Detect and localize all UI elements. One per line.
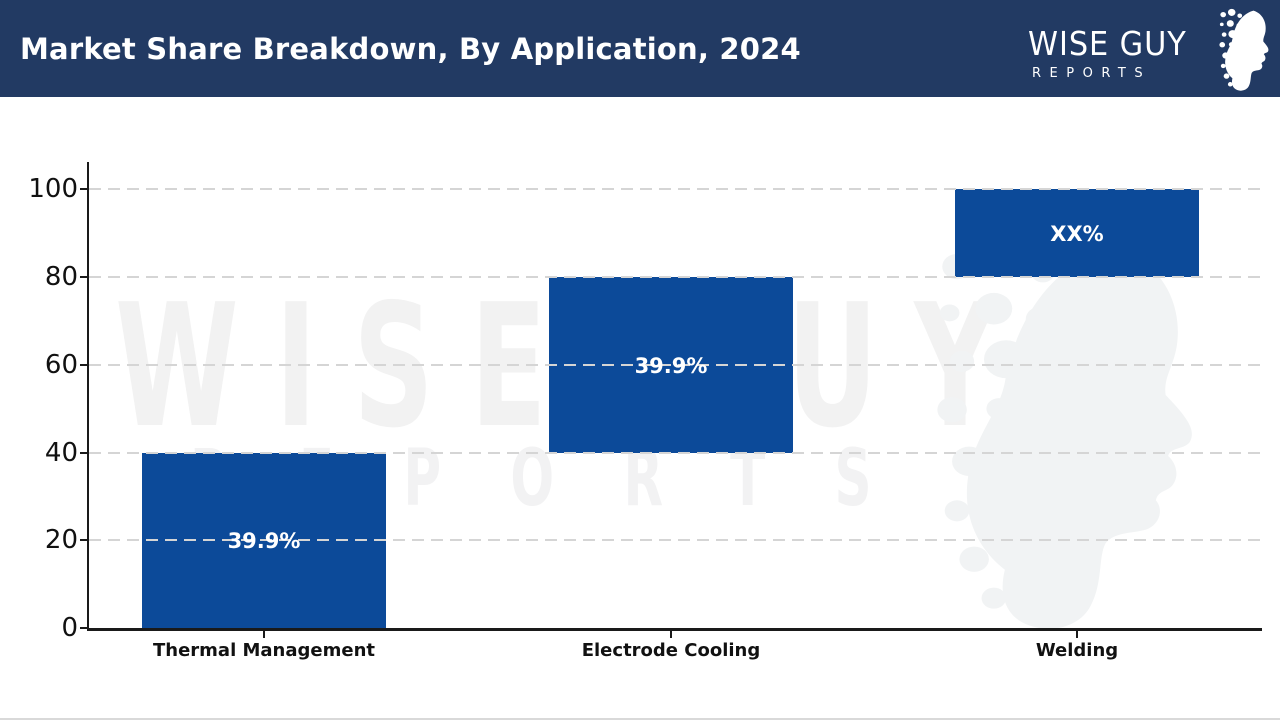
gridline: [89, 363, 1262, 366]
page-title: Market Share Breakdown, By Application, …: [20, 31, 801, 66]
bottom-divider: [0, 718, 1280, 720]
gridline: [89, 276, 1262, 278]
x-tick-mark: [670, 630, 672, 638]
y-tick-mark: [80, 363, 89, 366]
category-label: Electrode Cooling: [581, 640, 761, 661]
y-axis-spine: [87, 162, 89, 630]
y-tick-mark: [80, 188, 89, 191]
gridline: [89, 539, 1262, 542]
gridline: [89, 451, 1262, 454]
y-tick-mark: [80, 627, 89, 629]
header-bar: Market Share Breakdown, By Application, …: [0, 0, 1280, 97]
y-tick-label: 40: [44, 437, 78, 468]
y-tick-label: 0: [61, 613, 78, 643]
brand-logo: WISE GUY REPORTS: [1020, 4, 1270, 94]
gridline: [89, 188, 1262, 191]
y-tick-mark: [80, 539, 89, 542]
y-tick-label: 20: [44, 525, 78, 556]
x-tick-mark: [1076, 630, 1078, 638]
bar-value-label: 39.9%: [227, 529, 301, 554]
y-tick-label: 100: [28, 174, 78, 205]
bar-value-label: 39.9%: [634, 353, 708, 378]
logo-wordmark: WISE GUY: [1028, 24, 1187, 63]
category-label: Welding: [1035, 640, 1119, 661]
x-axis-spine: [87, 628, 1262, 631]
y-tick-mark: [80, 276, 89, 278]
y-tick-label: 60: [44, 349, 78, 380]
y-tick-label: 80: [44, 262, 78, 292]
x-tick-mark: [263, 630, 265, 638]
category-label: Thermal Management: [152, 640, 375, 661]
y-tick-mark: [80, 451, 89, 454]
bar-segment: [955, 189, 1199, 277]
dotted-face-profile-icon: [937, 239, 1192, 629]
logo-subtext: REPORTS: [1032, 66, 1152, 81]
bar-value-label: XX%: [1050, 222, 1104, 247]
dotted-face-profile-icon: [1219, 8, 1269, 91]
